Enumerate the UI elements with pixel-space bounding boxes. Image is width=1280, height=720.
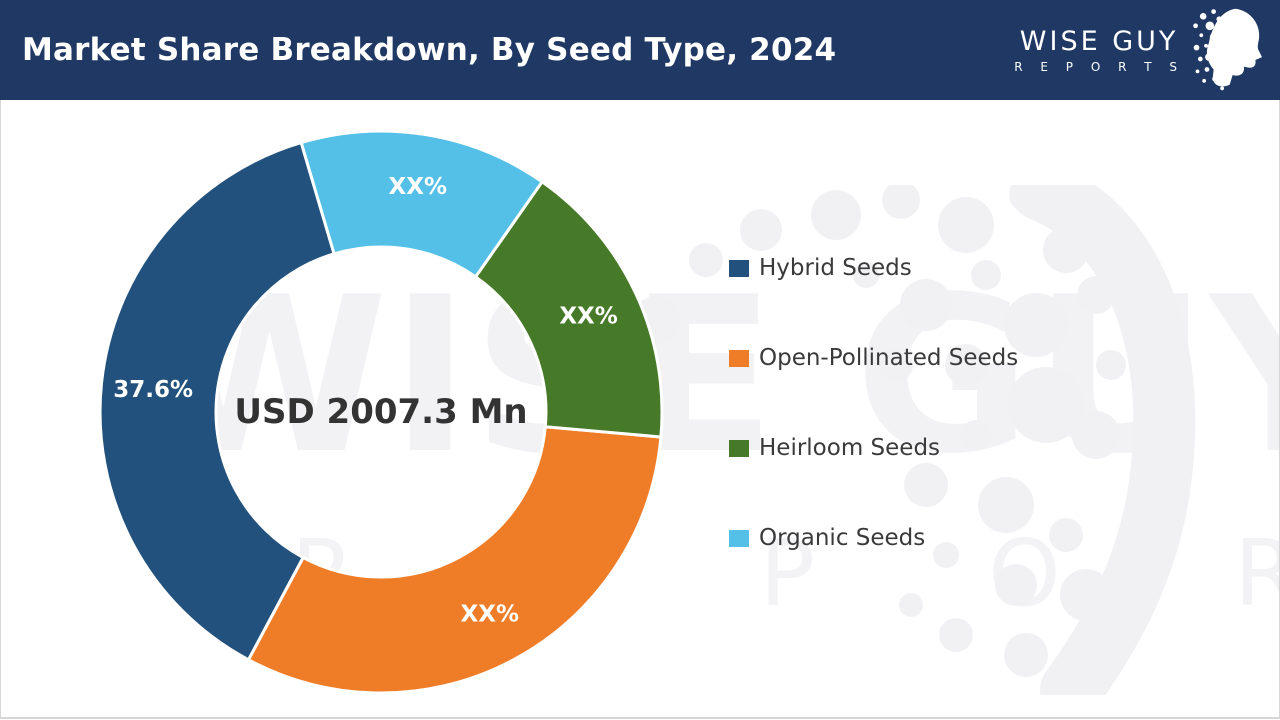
watermark-dot [1004, 293, 1068, 357]
watermark-dot [689, 243, 723, 277]
legend-item-heirloom-seeds: Heirloom Seeds [729, 435, 1018, 461]
watermark-dot [882, 185, 920, 219]
legend-label: Organic Seeds [759, 525, 926, 551]
watermark-dot [740, 209, 782, 251]
watermark-dot [995, 564, 1037, 606]
watermark-dot [1004, 633, 1048, 677]
legend-swatch-open-pollinated-seeds [729, 349, 749, 367]
donut-segment-organic-seeds [299, 129, 544, 279]
brand-logo: WISE GUY R E P O R T S [1014, 4, 1262, 96]
watermark-dot [1049, 518, 1083, 552]
legend-item-organic-seeds: Organic Seeds [729, 525, 1018, 551]
watermark-dot [1060, 569, 1112, 621]
watermark-dot [899, 593, 923, 617]
watermark-dot [978, 477, 1034, 533]
chart-canvas: WISE GUY R E P O R T S 37.6%XX%XX%XX% US… [0, 100, 1280, 719]
legend-swatch-heirloom-seeds [729, 439, 749, 457]
chart-center-value: USD 2007.3 Mn [234, 392, 528, 432]
watermark-dot [945, 344, 987, 386]
brand-subtitle: R E P O R T S [1014, 60, 1184, 74]
segment-value-label: 37.6% [113, 377, 193, 403]
watermark-dot [853, 262, 879, 288]
header-bar: Market Share Breakdown, By Seed Type, 20… [0, 0, 1280, 100]
segment-value-label: XX% [461, 602, 520, 628]
segment-value-label: XX% [559, 303, 618, 329]
legend-item-hybrid-seeds: Hybrid Seeds [729, 255, 1018, 281]
watermark-dot [900, 279, 952, 331]
legend-label: Hybrid Seeds [759, 255, 912, 281]
donut-segment-open-pollinated-seeds [247, 425, 663, 695]
watermark-dot [1008, 367, 1084, 443]
watermark-dot [1043, 227, 1089, 273]
segment-value-label: XX% [389, 174, 448, 200]
brand-name: WISE GUY [1019, 26, 1179, 57]
watermark-dot [971, 260, 1001, 290]
page-title: Market Share Breakdown, By Seed Type, 20… [22, 32, 837, 68]
watermark-dot [1072, 411, 1120, 459]
legend-label: Open-Pollinated Seeds [759, 345, 1019, 371]
donut-segment-hybrid-seeds [98, 141, 336, 662]
legend-swatch-organic-seeds [729, 529, 749, 547]
watermark-dot [1077, 276, 1115, 314]
legend-item-open-pollinated-seeds: Open-Pollinated Seeds [729, 345, 1019, 371]
donut-segment-heirloom-seeds [474, 180, 664, 439]
watermark-dot [879, 348, 913, 382]
watermark-dot [939, 618, 973, 652]
watermark-dot [811, 190, 861, 240]
brand-face-icon [1193, 8, 1262, 91]
watermark-dot [933, 542, 959, 568]
legend-label: Heirloom Seeds [759, 435, 941, 461]
brand-logo-text: WISE GUY R E P O R T S [1014, 26, 1184, 74]
watermark-dot [904, 463, 948, 507]
watermark-dot [1009, 185, 1043, 212]
donut-chart: 37.6% XX% XX% XX% [98, 129, 664, 695]
legend-swatch-hybrid-seeds [729, 259, 749, 277]
watermark-dot [961, 420, 991, 450]
watermark-face-icon [632, 185, 1196, 695]
chart-legend: Hybrid Seeds Open-Pollinated Seeds Heirl… [729, 255, 1019, 616]
watermark-dot [1096, 350, 1126, 380]
watermark-dot [938, 197, 994, 253]
watermark-head-edge [1010, 185, 1196, 695]
